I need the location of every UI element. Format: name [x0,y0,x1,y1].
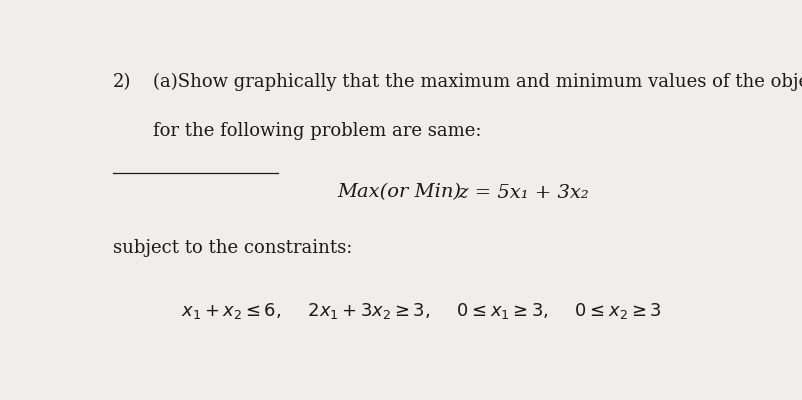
Text: z = 5x₁ + 3x₂: z = 5x₁ + 3x₂ [452,184,588,202]
Text: (a)Show graphically that the maximum and minimum values of the objective functio: (a)Show graphically that the maximum and… [153,73,802,91]
Text: subject to the constraints:: subject to the constraints: [112,239,352,257]
Text: Max(or Min): Max(or Min) [337,184,460,202]
Text: $x_1 + x_2 \leq 6,$    $2x_1 + 3x_2 \geq 3,$    $0 \leq x_1 \geq 3,$    $0 \leq : $x_1 + x_2 \leq 6,$ $2x_1 + 3x_2 \geq 3,… [181,300,661,320]
Text: for the following problem are same:: for the following problem are same: [153,122,481,140]
Text: 2): 2) [112,73,131,91]
